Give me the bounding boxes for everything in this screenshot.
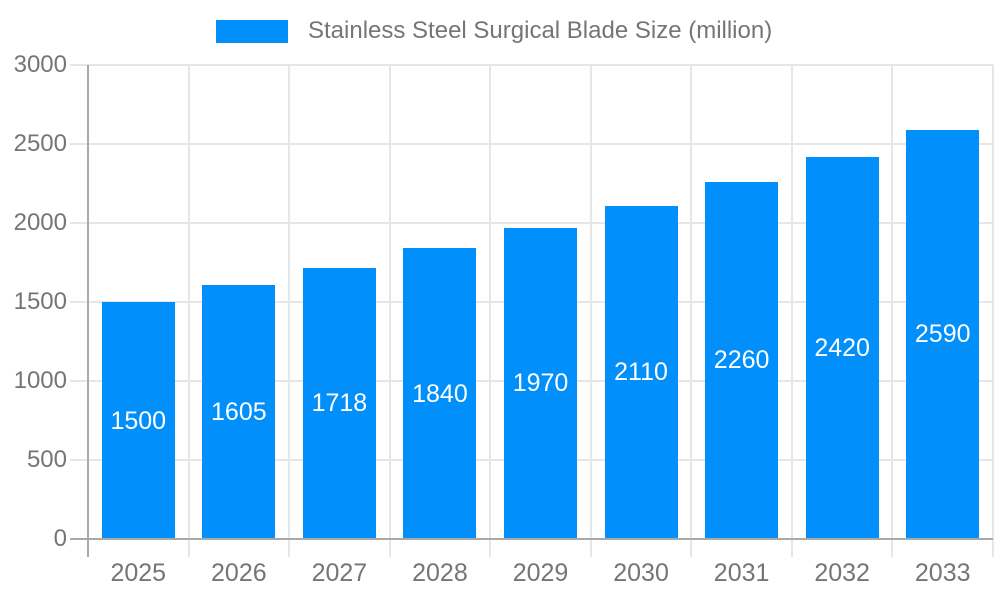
y-axis-label: 3000	[13, 51, 67, 78]
bar-2029[interactable]	[504, 227, 577, 538]
x-axis-label: 2029	[512, 559, 569, 587]
gridline-x-boundary	[187, 65, 190, 557]
legend-swatch[interactable]	[216, 20, 288, 43]
gridline-y-3000	[70, 64, 993, 66]
gridline-x-boundary	[489, 65, 492, 557]
gridline-x-boundary	[891, 65, 894, 557]
y-axis-line	[87, 65, 89, 557]
gridline-x-boundary	[288, 65, 291, 557]
y-axis-label: 500	[26, 446, 67, 473]
gridline-y-2000	[70, 222, 993, 224]
bar-2030[interactable]	[604, 205, 678, 538]
bar-2027[interactable]	[302, 267, 376, 538]
y-axis-label: 2500	[13, 130, 67, 157]
bar-value-label: 1718	[311, 389, 368, 418]
bar-value-label: 1970	[512, 369, 569, 398]
x-axis-line	[70, 538, 993, 540]
bar-value-label: 2420	[814, 333, 870, 362]
gridline-y-2500	[70, 143, 993, 145]
x-axis-label: 2028	[412, 559, 468, 587]
gridline-x-boundary	[790, 65, 793, 557]
bar-value-label: 1840	[412, 379, 468, 408]
x-axis-label: 2031	[713, 559, 770, 587]
gridline-x-boundary	[589, 65, 592, 557]
bar-2026[interactable]	[202, 285, 276, 538]
x-axis-label: 2030	[613, 559, 669, 587]
gridline-x-boundary	[992, 65, 994, 557]
y-axis-label: 2000	[13, 209, 67, 236]
bar-2031[interactable]	[705, 181, 779, 538]
bar-2028[interactable]	[403, 248, 477, 538]
x-axis-label: 2027	[311, 559, 368, 587]
gridline-x-boundary	[690, 65, 693, 557]
bar-2025[interactable]	[101, 302, 175, 538]
bar-value-label: 2590	[914, 320, 971, 349]
bar-value-label: 2260	[713, 346, 770, 375]
legend[interactable]: Stainless Steel Surgical Blade Size (mil…	[0, 0, 1000, 55]
bar-2032[interactable]	[805, 156, 879, 538]
x-axis-label: 2026	[211, 559, 267, 587]
x-axis-label: 2025	[110, 559, 167, 587]
bar-2033[interactable]	[906, 129, 980, 538]
legend-label: Stainless Steel Surgical Blade Size (mil…	[308, 17, 773, 44]
x-axis-label: 2033	[914, 559, 971, 587]
bar-value-label: 2110	[614, 358, 668, 387]
bar-value-label: 1500	[110, 406, 167, 435]
gridline-x-boundary	[388, 65, 391, 557]
bar-value-label: 1605	[211, 398, 267, 427]
y-axis-label: 1000	[13, 367, 67, 394]
y-axis-label: 1500	[13, 288, 67, 315]
y-axis-label: 0	[53, 525, 67, 552]
x-axis-label: 2032	[814, 559, 870, 587]
